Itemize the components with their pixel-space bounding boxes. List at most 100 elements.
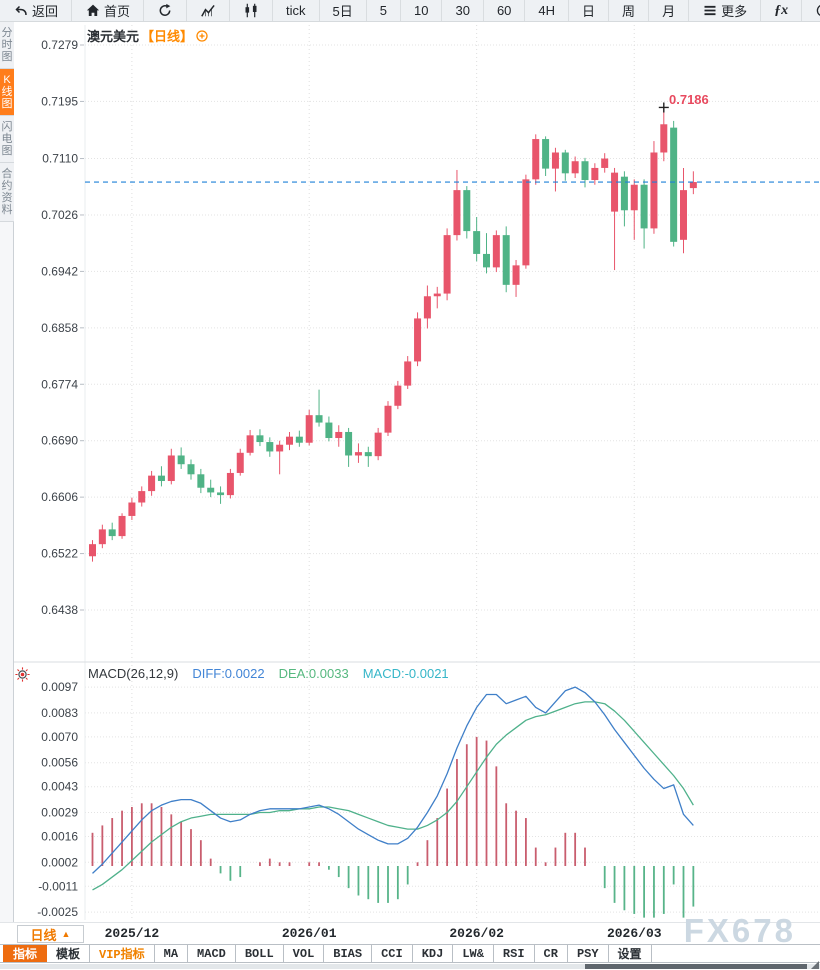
- home-icon: [85, 3, 101, 18]
- dea-line: [92, 701, 694, 891]
- menu-icon: [702, 3, 718, 18]
- macd-diff-value: DIFF:0.0022: [192, 666, 265, 681]
- svg-text:0.7110: 0.7110: [42, 152, 78, 166]
- svg-text:0.0016: 0.0016: [41, 829, 78, 843]
- scrollbar-handle[interactable]: [585, 964, 807, 969]
- x-axis-label: 2025/12: [104, 926, 160, 941]
- svg-text:0.6942: 0.6942: [41, 264, 78, 278]
- sidebar-item-time-chart[interactable]: 分时图: [0, 22, 14, 69]
- svg-text:0.7279: 0.7279: [41, 38, 78, 52]
- period-30-button[interactable]: 30: [442, 0, 484, 21]
- back-button[interactable]: 返回: [0, 0, 73, 21]
- tab-ma[interactable]: MA: [154, 945, 189, 962]
- tab-templates[interactable]: 模板: [47, 945, 91, 962]
- symbol-name: 澳元美元: [87, 29, 140, 44]
- tab-vip-indicators[interactable]: VIP指标: [90, 945, 155, 962]
- period-60-button[interactable]: 60: [484, 0, 526, 21]
- zoom-out-icon: [815, 3, 820, 18]
- svg-text:0.6438: 0.6438: [41, 603, 78, 617]
- period-5-button[interactable]: 5: [367, 0, 401, 21]
- period-10-button[interactable]: 10: [401, 0, 443, 21]
- sidebar-item-kline-chart[interactable]: K线图: [0, 69, 14, 116]
- xaxis-row: 日线 ▲ 2025/12 2026/01 2026/02 2026/03: [0, 922, 820, 944]
- macd-header: MACD(26,12,9) DIFF:0.0022 DEA:0.0033 MAC…: [88, 666, 449, 681]
- period-tag: 【日线】: [141, 29, 194, 44]
- svg-text:0.0097: 0.0097: [41, 680, 78, 694]
- home-button[interactable]: 首页: [72, 0, 145, 21]
- tab-kdj[interactable]: KDJ: [412, 945, 454, 962]
- svg-text:-0.0011: -0.0011: [38, 879, 78, 893]
- grid-lines: [0, 25, 820, 920]
- indicator-tabs-row: 指标 模板 VIP指标 MA MACD BOLL VOL BIAS CCI KDJ LW& RSI CR…: [0, 944, 820, 963]
- tab-cr[interactable]: CR: [534, 945, 568, 962]
- refresh-icon: [157, 3, 173, 18]
- svg-text:0.6522: 0.6522: [41, 547, 78, 561]
- svg-text:0.0083: 0.0083: [41, 706, 78, 720]
- svg-text:0.6774: 0.6774: [41, 377, 78, 391]
- plus-circle-icon[interactable]: [195, 29, 209, 43]
- svg-text:0.0029: 0.0029: [41, 806, 78, 820]
- macd-title: MACD(26,12,9): [88, 666, 179, 681]
- tab-macd[interactable]: MACD: [188, 945, 236, 962]
- svg-text:0.6858: 0.6858: [41, 321, 78, 335]
- chart-type-sidebar: 分时图 K线图 闪电图 合约资料: [0, 22, 14, 922]
- svg-text:0.0043: 0.0043: [41, 780, 78, 794]
- chart-title: 澳元美元 【日线】: [87, 26, 209, 45]
- svg-text:0.0056: 0.0056: [41, 756, 78, 770]
- high-price-label: 0.7186: [669, 92, 709, 107]
- fx-icon: ƒx: [774, 3, 789, 18]
- macd-macd-value: MACD:-0.0021: [362, 666, 449, 681]
- tab-psy[interactable]: PSY: [567, 945, 609, 962]
- svg-text:0.6690: 0.6690: [41, 434, 78, 448]
- tab-bias[interactable]: BIAS: [324, 945, 373, 962]
- svg-text:0.0002: 0.0002: [41, 855, 78, 869]
- svg-text:0.0070: 0.0070: [41, 730, 78, 744]
- tab-settings[interactable]: 设置: [608, 945, 652, 962]
- fx-indicator-button[interactable]: ƒx: [761, 0, 803, 21]
- svg-text:0.7195: 0.7195: [41, 94, 78, 108]
- tab-indicators[interactable]: 指标: [3, 945, 48, 962]
- sidebar-item-lightning-chart[interactable]: 闪电图: [0, 116, 14, 163]
- macd-dea-value: DEA:0.0033: [278, 666, 349, 681]
- top-toolbar: 返回 首页 tick 5日 5 10 30 60 4H 日周月更多 ƒx: [0, 0, 820, 22]
- tab-rsi[interactable]: RSI: [493, 945, 535, 962]
- period-tick-button[interactable]: tick: [273, 0, 320, 21]
- watermark: FX678: [683, 912, 796, 949]
- zoom-out-button[interactable]: [802, 0, 820, 21]
- macd-histogram: [91, 736, 695, 918]
- back-icon: [13, 3, 29, 18]
- tab-boll[interactable]: BOLL: [235, 945, 284, 962]
- period-week-button[interactable]: 周: [609, 0, 650, 21]
- period-dropdown-label: 日线: [30, 927, 57, 943]
- x-axis-label: 2026/01: [281, 926, 337, 941]
- svg-text:0.7026: 0.7026: [41, 208, 78, 222]
- diff-line: [92, 686, 694, 874]
- tab-lw[interactable]: LW&: [453, 945, 494, 962]
- candlestick-chart-button[interactable]: [230, 0, 274, 21]
- sidebar-item-contract-info[interactable]: 合约资料: [0, 163, 14, 222]
- period-month-button[interactable]: 月: [649, 0, 690, 21]
- area-chart-button[interactable]: [187, 0, 231, 21]
- area-chart-icon: [200, 3, 216, 18]
- refresh-button[interactable]: [144, 0, 188, 21]
- triangle-up-icon: ▲: [61, 929, 71, 939]
- sun-icon[interactable]: [15, 667, 30, 687]
- svg-text:-0.0025: -0.0025: [37, 905, 78, 919]
- period-4h-button[interactable]: 4H: [525, 0, 570, 21]
- scrollbar-row: [0, 961, 820, 970]
- x-axis-label: 2026/02: [449, 926, 504, 941]
- tab-vol[interactable]: VOL: [283, 945, 325, 962]
- period-day-button[interactable]: 日: [569, 0, 610, 21]
- candlestick-icon: [243, 3, 259, 18]
- period-5d-button[interactable]: 5日: [320, 0, 367, 21]
- y-axis-labels: 0.7279 0.7195 0.7110 0.7026 0.6942 0.6858 0.67…: [37, 38, 78, 919]
- scrollbar-track[interactable]: [0, 964, 820, 969]
- period-dropdown-button[interactable]: 日线 ▲: [17, 925, 84, 943]
- more-button[interactable]: 更多: [689, 0, 762, 21]
- tab-cci[interactable]: CCI: [372, 945, 413, 962]
- x-axis-label: 2026/03: [606, 926, 662, 941]
- resize-grip-icon[interactable]: [811, 961, 819, 969]
- svg-text:0.6606: 0.6606: [41, 490, 78, 504]
